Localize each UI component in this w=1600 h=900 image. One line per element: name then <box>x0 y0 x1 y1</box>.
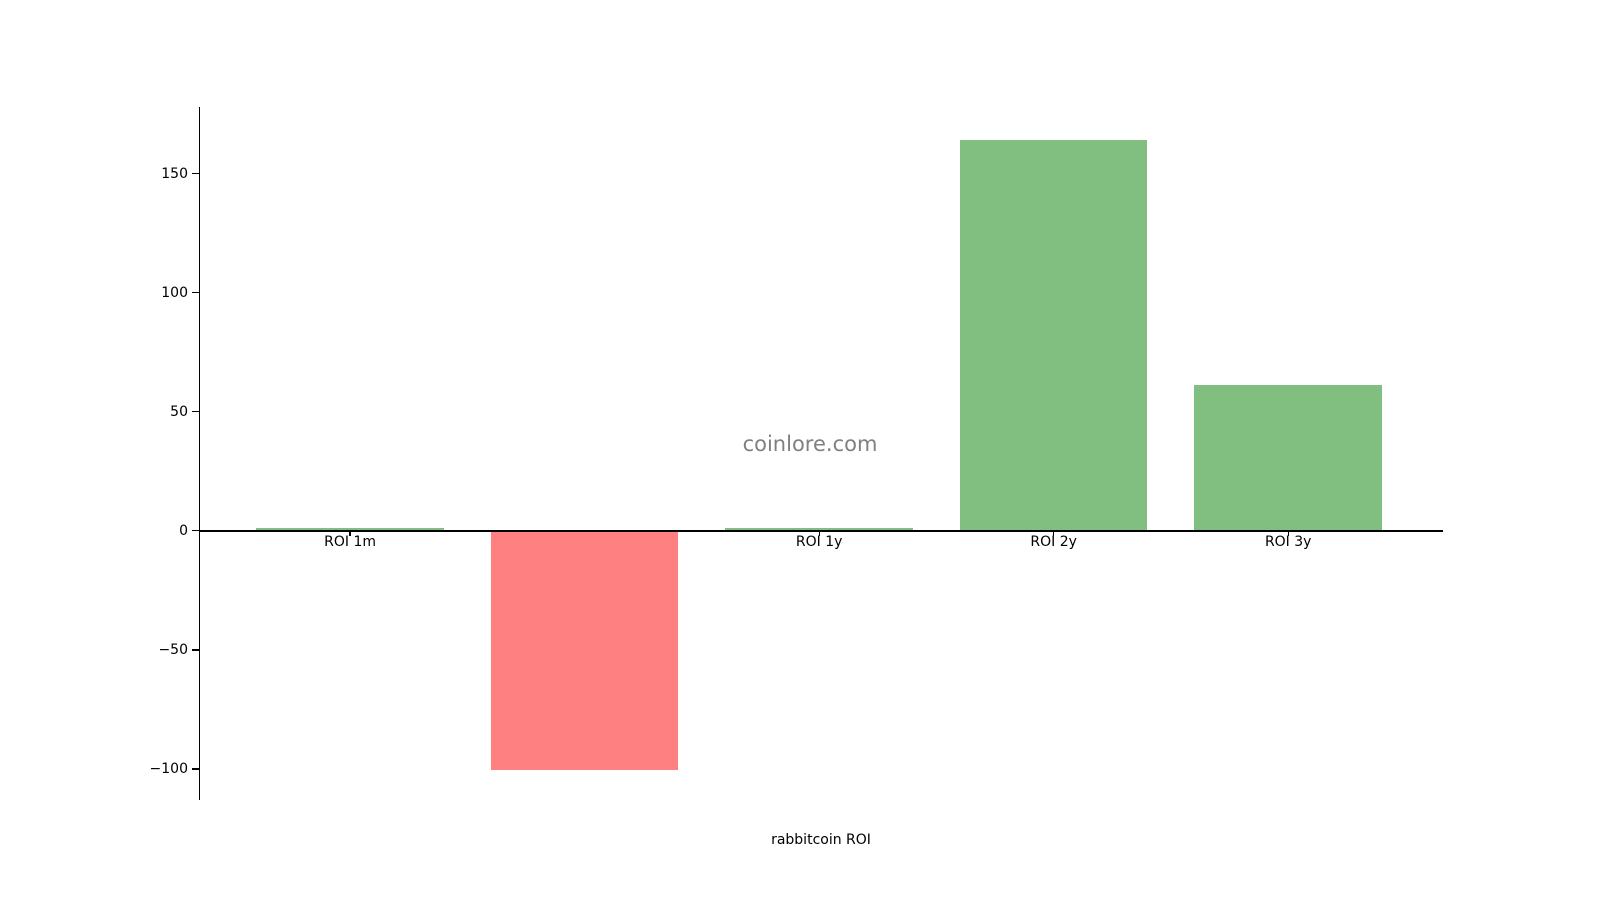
x-tick-label: ROI 1m <box>324 533 377 550</box>
x-tick-mark <box>349 530 351 536</box>
y-tick-label: 100 <box>161 284 188 301</box>
x-tick-label: ROI 3y <box>1264 533 1312 550</box>
y-tick-mark <box>192 649 199 651</box>
x-tick-mark <box>1053 530 1055 536</box>
y-tick-mark <box>192 768 199 770</box>
y-tick-mark <box>192 411 199 413</box>
x-tick-mark <box>1287 530 1289 536</box>
bar-roi-2y <box>959 139 1148 531</box>
bar-unlabeled <box>490 531 679 770</box>
y-tick-label: −50 <box>158 641 188 658</box>
y-tick-mark <box>192 173 199 175</box>
y-tick-mark <box>192 530 199 532</box>
y-axis-spine <box>198 107 200 800</box>
bar-roi-3y <box>1194 384 1382 531</box>
y-tick-label: 0 <box>179 522 188 539</box>
y-tick-label: 50 <box>170 403 188 420</box>
x-tick-mark <box>818 530 820 536</box>
watermark: coinlore.com <box>742 432 878 456</box>
x-tick-label: ROI 1y <box>795 533 843 550</box>
x-tick-label: ROI 2y <box>1030 533 1077 550</box>
bar-roi-1y <box>725 527 913 531</box>
y-tick-mark <box>192 292 199 294</box>
bar-roi-1m <box>256 527 444 531</box>
chart-title: rabbitcoin ROI <box>771 832 871 848</box>
y-tick-label: 150 <box>161 165 188 182</box>
y-tick-label: −100 <box>149 761 188 778</box>
x-axis-line <box>200 530 1443 532</box>
